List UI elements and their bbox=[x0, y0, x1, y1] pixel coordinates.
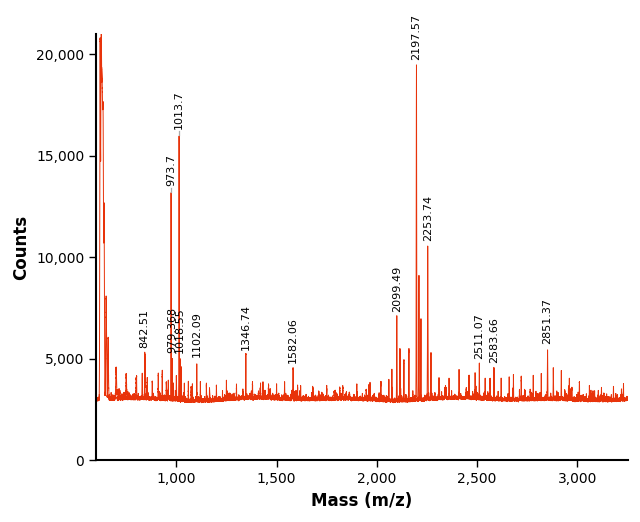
Text: 2253.74: 2253.74 bbox=[423, 195, 433, 241]
Text: 2583.66: 2583.66 bbox=[489, 317, 499, 363]
Text: 2851.37: 2851.37 bbox=[543, 299, 552, 345]
Text: 1346.74: 1346.74 bbox=[241, 304, 251, 350]
Text: 1582.06: 1582.06 bbox=[288, 317, 298, 363]
Text: 1013.7: 1013.7 bbox=[174, 90, 184, 129]
Text: 2099.49: 2099.49 bbox=[392, 266, 402, 312]
Y-axis label: Counts: Counts bbox=[13, 215, 31, 279]
Text: 973.7: 973.7 bbox=[166, 154, 176, 186]
Text: 1102.09: 1102.09 bbox=[192, 311, 202, 357]
Text: 842.51: 842.51 bbox=[140, 310, 150, 349]
Text: 2511.07: 2511.07 bbox=[474, 313, 484, 359]
Text: 2197.57: 2197.57 bbox=[412, 14, 422, 60]
X-axis label: Mass (m/z): Mass (m/z) bbox=[311, 492, 412, 509]
Text: 979.368: 979.368 bbox=[167, 306, 177, 352]
Text: 1018.55: 1018.55 bbox=[175, 307, 185, 352]
